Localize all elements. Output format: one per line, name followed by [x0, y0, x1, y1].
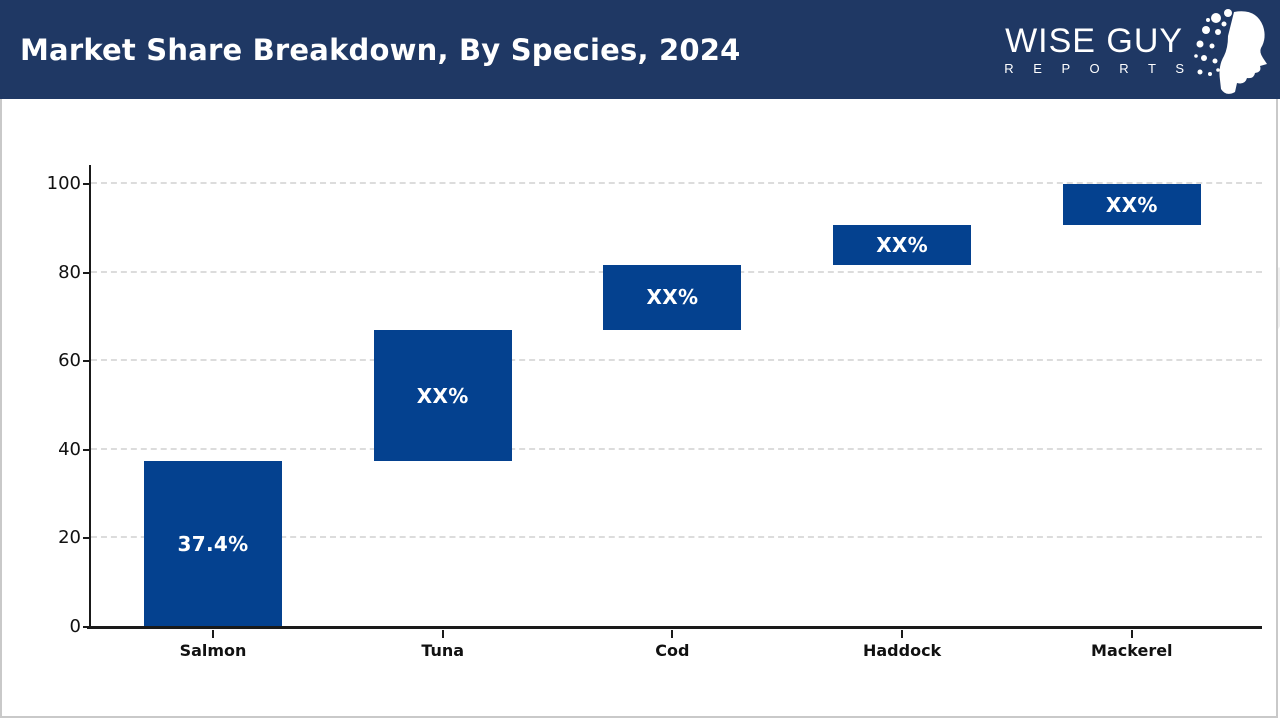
brand-logo-face-icon	[1194, 8, 1267, 94]
y-tick-label-0: 0	[69, 616, 81, 637]
y-tick-label-60: 60	[58, 350, 81, 372]
bar-haddock: XX%	[833, 225, 972, 265]
plot-area: 37.4% Salmon XX% Tuna XX% Cod XX% Haddock XX% Mac…	[89, 165, 1262, 660]
x-category-label-cod: Cod	[655, 641, 690, 660]
y-tick-mark-40	[83, 448, 91, 451]
gridline-20	[91, 536, 1262, 539]
gridline-100	[91, 182, 1262, 185]
bar-mackerel: XX%	[1062, 184, 1201, 226]
bar-value-label: XX%	[646, 285, 699, 310]
header-bar: Market Share Breakdown, By Species, 2024…	[0, 0, 1280, 99]
y-tick-mark-80	[83, 271, 91, 274]
x-tick-mark-cod	[671, 630, 674, 638]
bar-value-label: XX%	[876, 232, 928, 257]
x-axis-line	[87, 626, 1262, 629]
y-tick-label-80: 80	[58, 261, 81, 283]
brand-logo-text: WISE GUY R E P O R T S	[1004, 23, 1184, 76]
y-tick-mark-100	[83, 183, 91, 186]
x-category-label-haddock: Haddock	[862, 641, 942, 660]
y-tick-label-100: 100	[46, 173, 81, 195]
brand-logo-reports: R E P O R T S	[1004, 61, 1192, 76]
brand-logo: WISE GUY R E P O R T S	[1004, 0, 1272, 99]
y-tick-mark-60	[83, 360, 91, 363]
bar-cod: XX%	[603, 264, 742, 330]
bar-salmon: 37.4%	[144, 461, 282, 627]
x-category-label-mackerel: Mackerel	[1091, 641, 1173, 660]
y-tick-mark-20	[83, 537, 91, 540]
x-tick-mark-tuna	[441, 630, 444, 638]
y-axis: 0 20 40 60 80 100	[21, 165, 91, 636]
bar-value-label: 37.4%	[177, 532, 249, 557]
bar-value-label: XX%	[1105, 192, 1158, 217]
bar-tuna: XX%	[373, 329, 512, 462]
x-tick-mark-salmon	[212, 630, 214, 638]
y-tick-label-40: 40	[58, 438, 81, 460]
x-tick-mark-mackerel	[1130, 630, 1133, 638]
brand-logo-wiseguy: WISE GUY	[1005, 22, 1184, 60]
gridline-60	[91, 359, 1262, 362]
gridline-40	[91, 447, 1262, 450]
x-category-label-tuna: Tuna	[421, 641, 465, 660]
x-tick-mark-haddock	[901, 630, 904, 638]
y-tick-label-20: 20	[58, 527, 81, 549]
page-title: Market Share Breakdown, By Species, 2024	[20, 32, 741, 67]
x-category-label-salmon: Salmon	[179, 641, 247, 660]
bar-value-label: XX%	[416, 383, 469, 408]
